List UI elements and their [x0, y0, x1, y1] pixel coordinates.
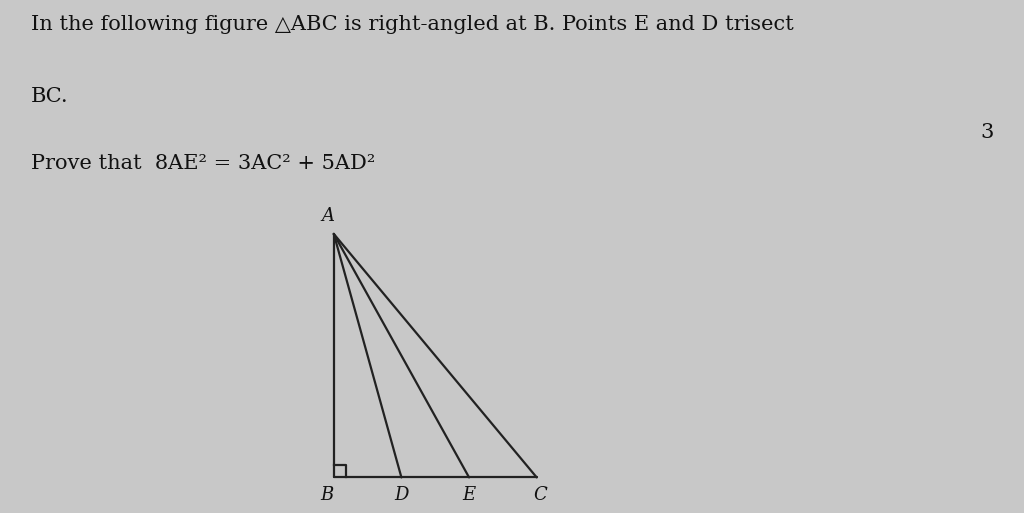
Text: E: E: [463, 486, 475, 504]
Text: BC.: BC.: [31, 87, 69, 106]
Text: A: A: [322, 207, 335, 225]
Text: B: B: [321, 486, 334, 504]
Text: D: D: [394, 486, 409, 504]
Text: C: C: [534, 486, 547, 504]
Text: In the following figure △ABC is right-angled at B. Points E and D trisect: In the following figure △ABC is right-an…: [31, 15, 794, 34]
Text: Prove that  8AE² = 3AC² + 5AD²: Prove that 8AE² = 3AC² + 5AD²: [31, 154, 375, 173]
Text: 3: 3: [980, 123, 993, 142]
